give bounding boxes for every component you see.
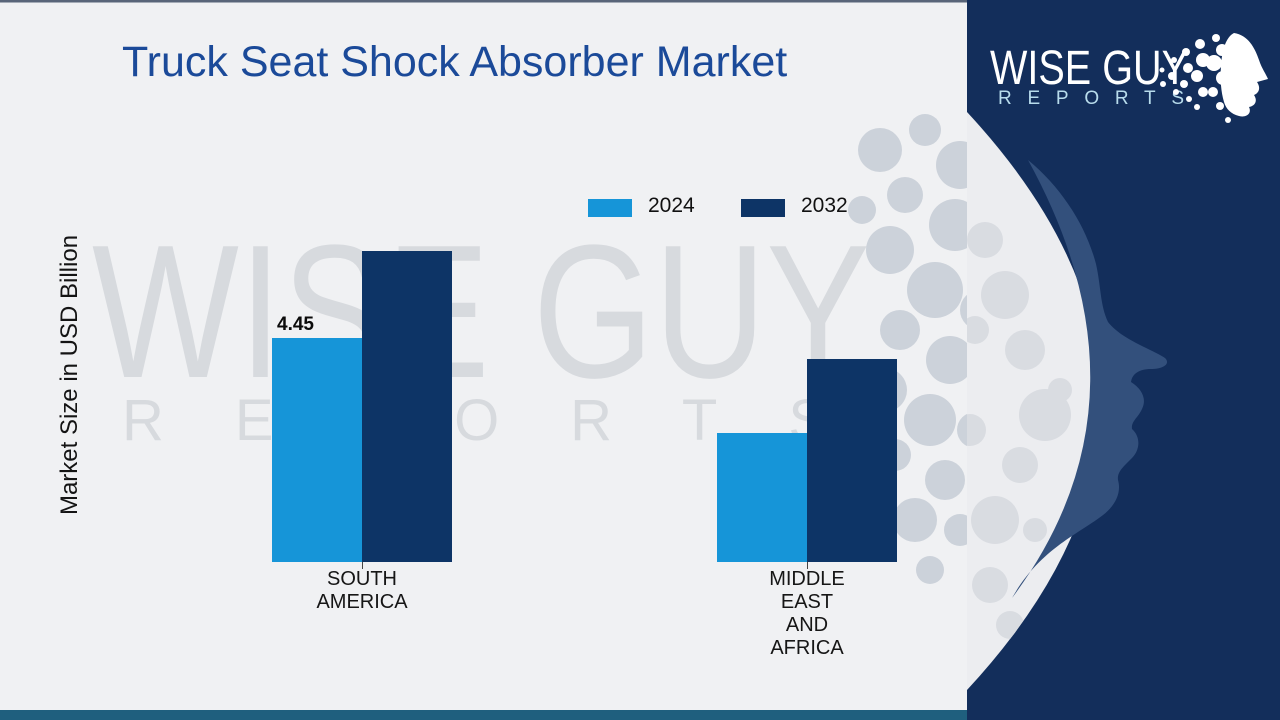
- face-silhouette-icon: [1012, 160, 1168, 598]
- legend-swatch-2024: [588, 199, 632, 217]
- data-label: 4.45: [277, 314, 314, 335]
- watermark-reports-text: REPORTS: [122, 388, 827, 453]
- bar-2032-middle-east-and-africa: [807, 359, 897, 562]
- logo-head-icon: [1159, 33, 1268, 123]
- category-label: SOUTH AMERICA: [316, 568, 408, 613]
- x-axis-tick: [362, 562, 363, 569]
- skull-blotches: [967, 222, 1072, 639]
- y-axis-label: Market Size in USD Billion: [56, 234, 83, 516]
- chart-title: Truck Seat Shock Absorber Market: [122, 38, 788, 86]
- legend-swatch-2032: [741, 199, 785, 217]
- footer-strip: [0, 710, 967, 720]
- top-edge-line: [0, 0, 1280, 3]
- bar-2024-middle-east-and-africa: [717, 433, 807, 562]
- bar-2032-south-america: [362, 251, 452, 562]
- bar-2024-south-america: [272, 338, 362, 562]
- x-axis-tick: [807, 562, 808, 569]
- category-label: MIDDLE EAST AND AFRICA: [769, 568, 845, 659]
- legend-label-2032: 2032: [801, 194, 848, 217]
- logo-wordmark: WISE GUY: [990, 42, 1188, 95]
- watermark-wordmark: WISE GUY: [92, 206, 870, 418]
- legend-label-2024: 2024: [648, 194, 695, 217]
